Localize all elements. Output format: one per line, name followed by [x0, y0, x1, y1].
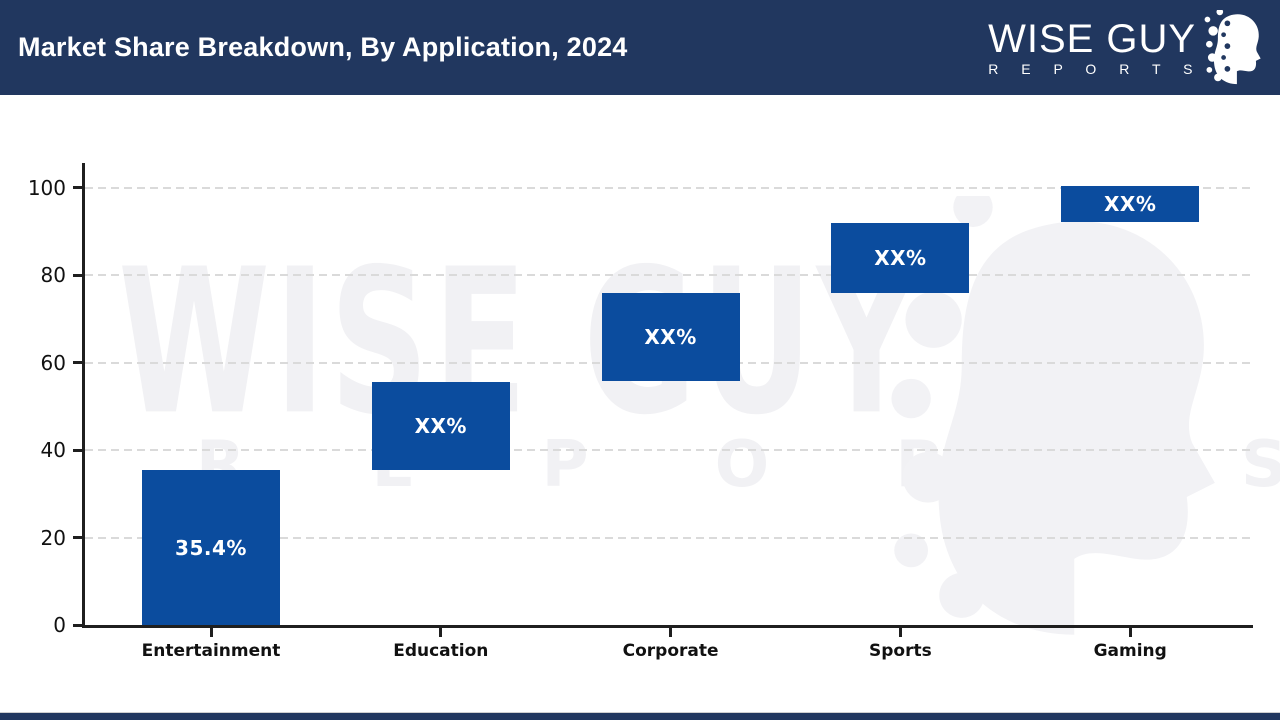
y-tick-mark	[73, 273, 82, 277]
y-tick-label: 60	[40, 350, 66, 375]
y-tick-label: 40	[40, 438, 66, 462]
x-tick-mark	[439, 628, 443, 637]
gridline	[85, 449, 1253, 451]
x-category-label: Sports	[869, 641, 932, 661]
logo-text: WISE GUY R E P O R T S	[982, 18, 1202, 77]
bar-gaming: XX%	[1061, 185, 1200, 223]
logo-wordmark: WISE GUY	[988, 17, 1197, 61]
y-axis-spine	[82, 163, 85, 628]
logo-head-dots-icon	[1204, 9, 1261, 84]
x-category-label: Entertainment	[141, 641, 281, 661]
y-tick-mark	[73, 448, 82, 452]
y-tick-label: 20	[40, 525, 66, 550]
y-tick-label: 100	[27, 175, 66, 200]
y-tick-label: 0	[53, 613, 66, 637]
bar-value-label: 35.4%	[175, 535, 247, 560]
bar-entertainment: 35.4%	[142, 470, 280, 625]
wiseguy-logo: WISE GUY R E P O R T S	[982, 9, 1280, 86]
watermark-text: WISE GUY	[118, 225, 921, 460]
gridline	[85, 536, 1253, 539]
x-tick-mark	[898, 628, 902, 637]
gridline	[85, 274, 1253, 276]
watermark-head-icon	[883, 196, 1215, 635]
y-tick-mark	[73, 623, 82, 627]
bar-sports: XX%	[831, 223, 970, 293]
footer-divider	[0, 712, 1280, 713]
plot-area: 0 20 40 60 80 100 35.4% Entertainment XX% Educati…	[28, 163, 1253, 661]
x-category-label: Gaming	[1093, 641, 1167, 661]
y-tick-mark	[73, 536, 82, 539]
bar-corporate: XX%	[601, 292, 740, 382]
gridline	[85, 186, 1253, 189]
x-tick-mark	[669, 628, 673, 637]
header-banner: Market Share Breakdown, By Application, …	[0, 0, 1280, 95]
x-tick-mark	[1128, 628, 1132, 637]
bar-value-label: XX%	[1103, 191, 1157, 216]
logo-subtext: R E P O R T S	[988, 61, 1202, 77]
x-category-label: Education	[393, 641, 489, 661]
x-axis-spine	[82, 625, 1253, 628]
footer-bar	[0, 713, 1280, 720]
bar-value-label: XX%	[414, 414, 467, 439]
bar-education: XX%	[371, 382, 510, 471]
bar-value-label: XX%	[874, 246, 927, 271]
y-tick-label: 80	[40, 263, 66, 287]
y-tick-mark	[73, 361, 82, 364]
page-title: Market Share Breakdown, By Application, …	[18, 32, 628, 62]
x-tick-mark	[209, 628, 213, 637]
x-category-label: Corporate	[622, 641, 719, 661]
y-tick-mark	[73, 186, 82, 189]
bar-value-label: XX%	[644, 325, 697, 350]
